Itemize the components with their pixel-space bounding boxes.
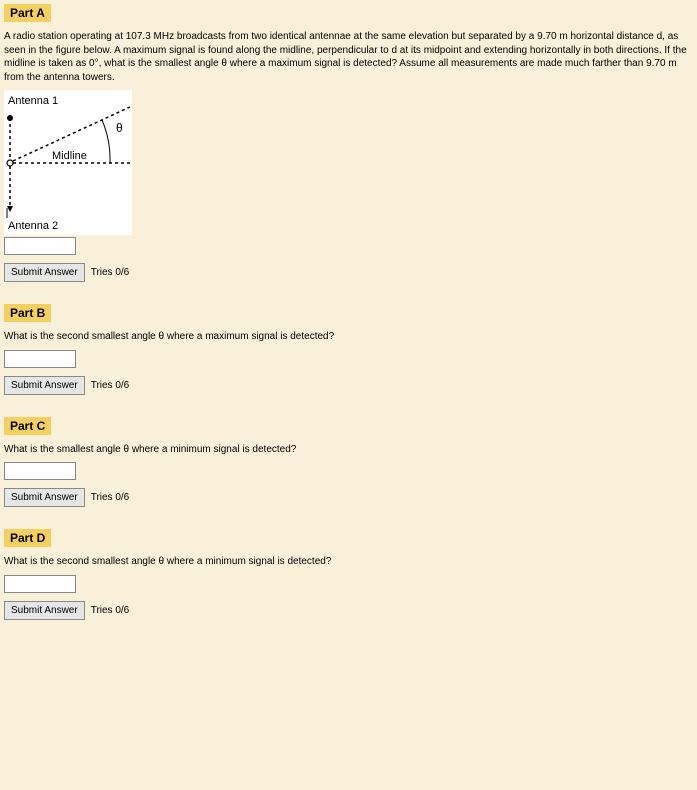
part-b-header: Part B: [4, 304, 51, 322]
part-c-header: Part C: [4, 417, 51, 435]
part-a-tries: Tries 0/6: [91, 267, 130, 278]
d-arrow: [7, 206, 13, 212]
part-d-section: Part D What is the second smallest angle…: [4, 529, 693, 620]
part-b-tries: Tries 0/6: [91, 380, 130, 391]
part-a-input[interactable]: [4, 237, 76, 255]
part-d-tries: Tries 0/6: [91, 605, 130, 616]
part-d-input[interactable]: [4, 575, 76, 593]
part-a-section: Part A A radio station operating at 107.…: [4, 4, 693, 282]
part-c-submit-button[interactable]: Submit Answer: [4, 488, 85, 507]
part-a-header: Part A: [4, 4, 51, 22]
part-d-question: What is the second smallest angle θ wher…: [4, 555, 693, 569]
theta-text: θ: [116, 121, 123, 135]
figure-svg: Antenna 1 Midline θ Ant: [4, 90, 132, 235]
angle-arc: [102, 120, 110, 163]
midline-text: Midline: [52, 150, 87, 162]
antenna1-text: Antenna 1: [8, 95, 58, 107]
part-c-section: Part C What is the smallest angle θ wher…: [4, 417, 693, 508]
part-c-input[interactable]: [4, 462, 76, 480]
part-b-section: Part B What is the second smallest angle…: [4, 304, 693, 395]
part-c-tries: Tries 0/6: [91, 492, 130, 503]
part-d-submit-button[interactable]: Submit Answer: [4, 601, 85, 620]
part-a-submit-button[interactable]: Submit Answer: [4, 263, 85, 282]
part-a-question: A radio station operating at 107.3 MHz b…: [4, 30, 693, 84]
antenna2-text: Antenna 2: [8, 220, 58, 232]
midpoint-circle: [7, 160, 13, 166]
part-b-input[interactable]: [4, 350, 76, 368]
part-c-question: What is the smallest angle θ where a min…: [4, 443, 693, 457]
antenna-figure: Antenna 1 Midline θ Ant: [4, 90, 132, 235]
part-b-question: What is the second smallest angle θ wher…: [4, 330, 693, 344]
part-b-submit-button[interactable]: Submit Answer: [4, 376, 85, 395]
part-d-header: Part D: [4, 529, 51, 547]
